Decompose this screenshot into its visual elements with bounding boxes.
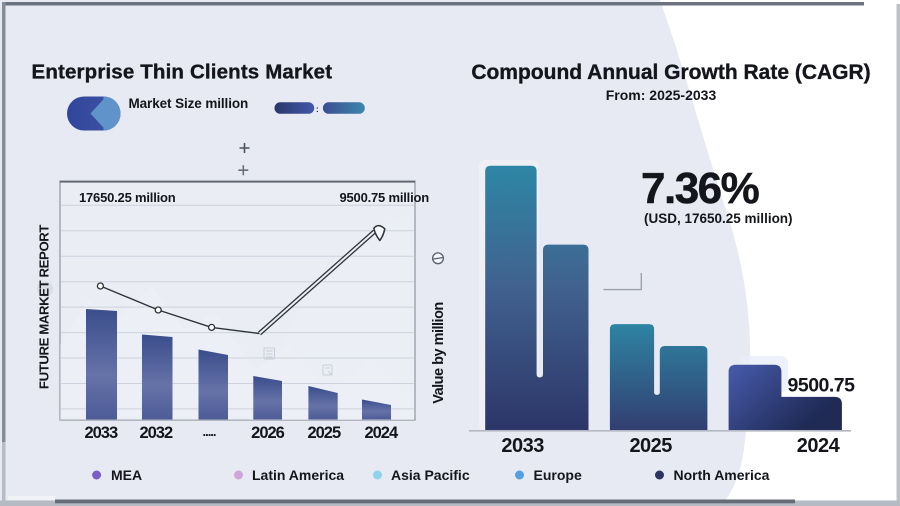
- svg-text:17650.25 million: 17650.25 million: [79, 190, 176, 205]
- svg-text:2024: 2024: [364, 424, 399, 442]
- svg-text:MEA: MEA: [111, 467, 142, 483]
- svg-text:Value by million: Value by million: [431, 302, 447, 404]
- svg-text:Enterprise Thin Clients Market: Enterprise Thin Clients Market: [32, 61, 333, 84]
- svg-text:FUTURE MARKET REPORT: FUTURE MARKET REPORT: [37, 225, 52, 390]
- svg-text:2024: 2024: [797, 435, 841, 457]
- svg-text:Europe: Europe: [534, 467, 582, 483]
- svg-text:2033: 2033: [501, 435, 544, 457]
- svg-text:.....: .....: [202, 424, 215, 439]
- svg-text:9500.75 million: 9500.75 million: [340, 190, 430, 205]
- svg-text:Compound Annual Growth Rate (C: Compound Annual Growth Rate (CAGR): [471, 61, 870, 84]
- svg-text:2026: 2026: [251, 424, 285, 442]
- svg-text:Asia Pacific: Asia Pacific: [391, 467, 470, 483]
- svg-text:(USD, 17650.25 million): (USD, 17650.25 million): [644, 211, 793, 226]
- svg-text:9500.75: 9500.75: [788, 375, 856, 397]
- svg-text:Market Size million: Market Size million: [129, 96, 249, 111]
- svg-text:2025: 2025: [629, 435, 672, 457]
- svg-text:2025: 2025: [307, 424, 341, 442]
- svg-text:North America: North America: [674, 467, 770, 483]
- svg-text:7.36%: 7.36%: [641, 164, 759, 213]
- svg-text:Latin America: Latin America: [252, 467, 344, 483]
- svg-text:From: 2025-2033: From: 2025-2033: [606, 87, 717, 103]
- svg-text::: :: [316, 105, 319, 114]
- svg-text:2033: 2033: [84, 424, 118, 442]
- svg-text:2032: 2032: [139, 424, 173, 442]
